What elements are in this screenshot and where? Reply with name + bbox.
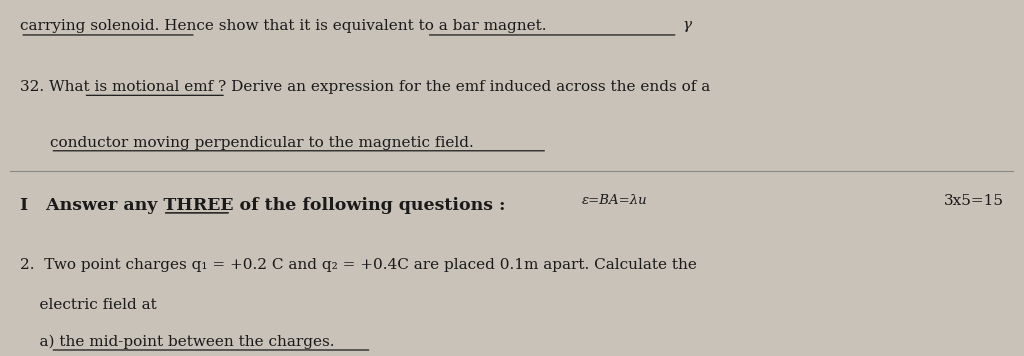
Text: 3x5=15: 3x5=15 (943, 194, 1004, 208)
Text: conductor moving perpendicular to the magnetic field.: conductor moving perpendicular to the ma… (50, 136, 474, 150)
Text: carrying solenoid. Hence show that it is equivalent to a bar magnet.: carrying solenoid. Hence show that it is… (20, 19, 547, 33)
Text: γ: γ (683, 17, 692, 32)
Text: I   Answer any THREE of the following questions :: I Answer any THREE of the following ques… (20, 197, 506, 214)
Text: 2.  Two point charges q₁ = +0.2 C and q₂ = +0.4C are placed 0.1m apart. Calculat: 2. Two point charges q₁ = +0.2 C and q₂ … (20, 258, 697, 272)
Text: ε=BA=λu: ε=BA=λu (583, 194, 648, 207)
Text: electric field at: electric field at (20, 298, 157, 312)
Text: 32. What is motional emf ? Derive an expression for the emf induced across the e: 32. What is motional emf ? Derive an exp… (20, 80, 711, 94)
Text: a) the mid-point between the charges.: a) the mid-point between the charges. (20, 335, 335, 349)
